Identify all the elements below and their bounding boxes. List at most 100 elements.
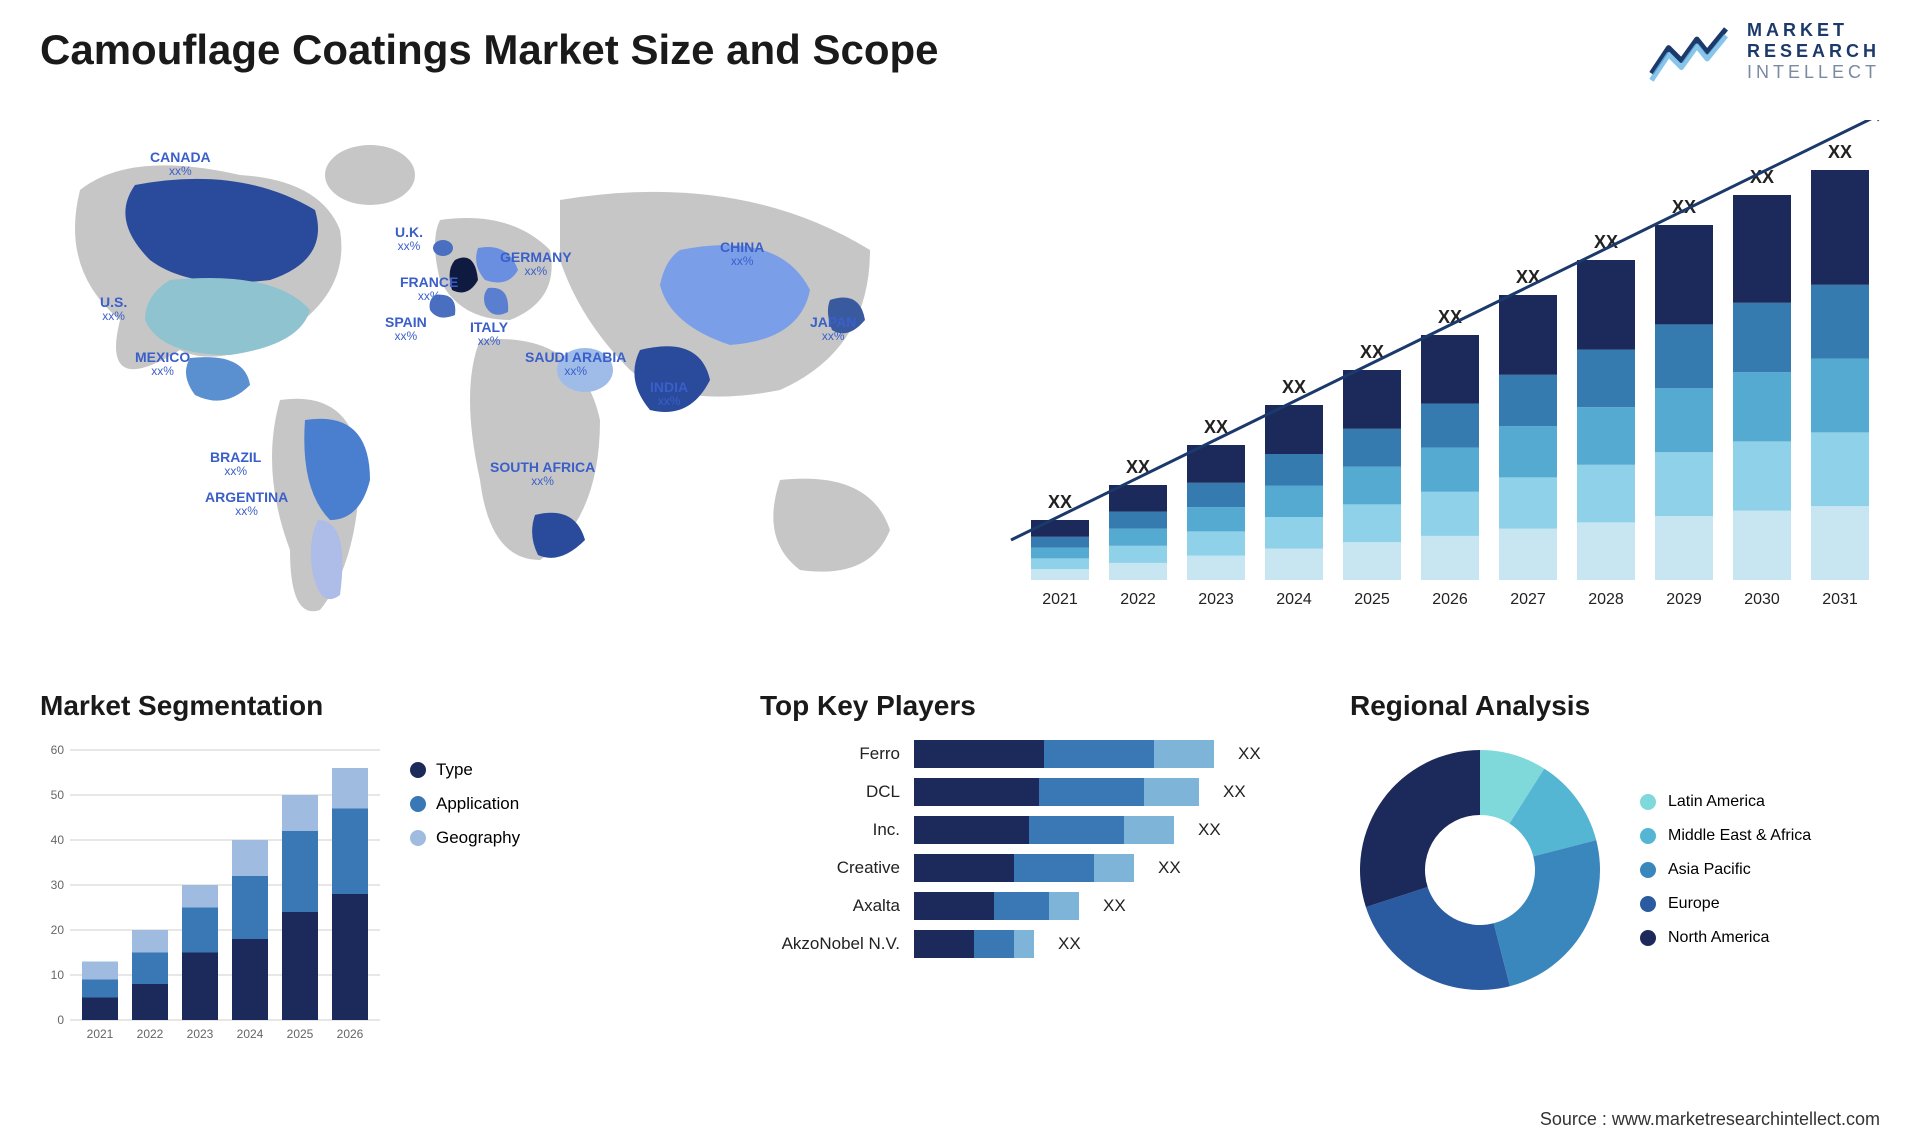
svg-text:2029: 2029	[1666, 591, 1702, 608]
regional-section: Regional Analysis Latin America Middle Ea…	[1350, 690, 1880, 1000]
svg-text:2023: 2023	[1198, 591, 1234, 608]
player-value: XX	[1103, 896, 1126, 916]
map-label: CHINAxx%	[720, 240, 764, 269]
legend-item: Type	[410, 760, 520, 780]
svg-text:2022: 2022	[137, 1027, 164, 1041]
legend-item: Europe	[1640, 895, 1811, 913]
map-label: MEXICOxx%	[135, 350, 190, 379]
legend-swatch	[1640, 862, 1656, 878]
svg-text:2021: 2021	[1042, 591, 1078, 608]
map-label: SOUTH AFRICAxx%	[490, 460, 595, 489]
svg-text:50: 50	[51, 788, 65, 802]
svg-text:2028: 2028	[1588, 591, 1624, 608]
player-bar-seg	[914, 778, 1039, 806]
source-text: Source : www.marketresearchintellect.com	[1540, 1109, 1880, 1130]
map-label: SPAINxx%	[385, 315, 427, 344]
map-label: BRAZILxx%	[210, 450, 261, 479]
svg-text:40: 40	[51, 833, 65, 847]
legend-swatch	[1640, 930, 1656, 946]
player-bar-seg	[914, 740, 1044, 768]
regional-donut	[1350, 740, 1610, 1000]
page-title: Camouflage Coatings Market Size and Scop…	[40, 26, 939, 74]
legend-item: Application	[410, 794, 520, 814]
map-label: FRANCExx%	[400, 275, 458, 304]
player-bar	[914, 816, 1174, 844]
players-list: Ferro XX DCL XX Inc. XX Creative XX Axalta XX Akzo…	[760, 740, 1320, 958]
player-bar-seg	[1014, 930, 1034, 958]
player-row: Axalta XX	[760, 892, 1320, 920]
map-svg	[40, 120, 940, 640]
player-bar-seg	[1029, 816, 1124, 844]
player-name: Axalta	[760, 896, 900, 916]
player-bar-seg	[1094, 854, 1134, 882]
player-bar-seg	[914, 854, 1014, 882]
logo-line-1: MARKET	[1747, 20, 1880, 41]
legend-swatch	[410, 830, 426, 846]
legend-label: Europe	[1668, 895, 1720, 913]
svg-text:2022: 2022	[1120, 591, 1156, 608]
legend-label: Asia Pacific	[1668, 861, 1751, 879]
legend-swatch	[1640, 828, 1656, 844]
svg-text:XX: XX	[1282, 377, 1306, 397]
svg-text:2023: 2023	[187, 1027, 214, 1041]
map-label: U.S.xx%	[100, 295, 127, 324]
svg-text:2024: 2024	[237, 1027, 264, 1041]
svg-text:2031: 2031	[1822, 591, 1858, 608]
svg-text:20: 20	[51, 923, 65, 937]
map-label: CANADAxx%	[150, 150, 211, 179]
player-row: DCL XX	[760, 778, 1320, 806]
player-bar-seg	[1039, 778, 1144, 806]
player-name: DCL	[760, 782, 900, 802]
legend-item: Geography	[410, 828, 520, 848]
player-bar-seg	[974, 930, 1014, 958]
legend-label: North America	[1668, 929, 1769, 947]
svg-text:0: 0	[57, 1013, 64, 1027]
player-bar-seg	[994, 892, 1049, 920]
map-label: GERMANYxx%	[500, 250, 572, 279]
player-value: XX	[1238, 744, 1261, 764]
legend-label: Geography	[436, 828, 520, 848]
legend-label: Type	[436, 760, 473, 780]
legend-label: Application	[436, 794, 519, 814]
legend-item: Latin America	[1640, 793, 1811, 811]
logo-mark-icon	[1645, 22, 1735, 82]
svg-text:60: 60	[51, 743, 65, 757]
map-label: U.K.xx%	[395, 225, 423, 254]
svg-text:XX: XX	[1828, 142, 1852, 162]
map-label: ITALYxx%	[470, 320, 508, 349]
player-bar	[914, 892, 1079, 920]
svg-text:2026: 2026	[337, 1027, 364, 1041]
segmentation-chart: 0102030405060202120222023202420252026	[40, 740, 380, 1050]
segmentation-title: Market Segmentation	[40, 690, 600, 722]
player-bar-seg	[914, 930, 974, 958]
svg-text:2024: 2024	[1276, 591, 1312, 608]
player-bar-seg	[1044, 740, 1154, 768]
legend-label: Middle East & Africa	[1668, 827, 1811, 845]
map-label: INDIAxx%	[650, 380, 688, 409]
player-value: XX	[1223, 782, 1246, 802]
player-bar-seg	[1014, 854, 1094, 882]
logo-line-3: INTELLECT	[1747, 62, 1880, 83]
player-name: Ferro	[760, 744, 900, 764]
player-bar	[914, 778, 1199, 806]
svg-text:2025: 2025	[287, 1027, 314, 1041]
growth-chart: XX2021XX2022XX2023XX2024XX2025XX2026XX20…	[1000, 120, 1880, 640]
player-name: Inc.	[760, 820, 900, 840]
player-bar	[914, 854, 1134, 882]
map-label: SAUDI ARABIAxx%	[525, 350, 626, 379]
player-bar-seg	[1144, 778, 1199, 806]
player-name: Creative	[760, 858, 900, 878]
player-bar	[914, 740, 1214, 768]
world-map: CANADAxx%U.S.xx%MEXICOxx%BRAZILxx%ARGENT…	[40, 120, 940, 640]
growth-chart-svg: XX2021XX2022XX2023XX2024XX2025XX2026XX20…	[1000, 120, 1880, 640]
player-bar-seg	[1154, 740, 1214, 768]
map-label: JAPANxx%	[810, 315, 856, 344]
player-value: XX	[1158, 858, 1181, 878]
legend-swatch	[1640, 896, 1656, 912]
player-bar-seg	[914, 892, 994, 920]
regional-title: Regional Analysis	[1350, 690, 1880, 722]
player-bar-seg	[1049, 892, 1079, 920]
player-value: XX	[1058, 934, 1081, 954]
player-name: AkzoNobel N.V.	[760, 934, 900, 954]
player-bar	[914, 930, 1034, 958]
